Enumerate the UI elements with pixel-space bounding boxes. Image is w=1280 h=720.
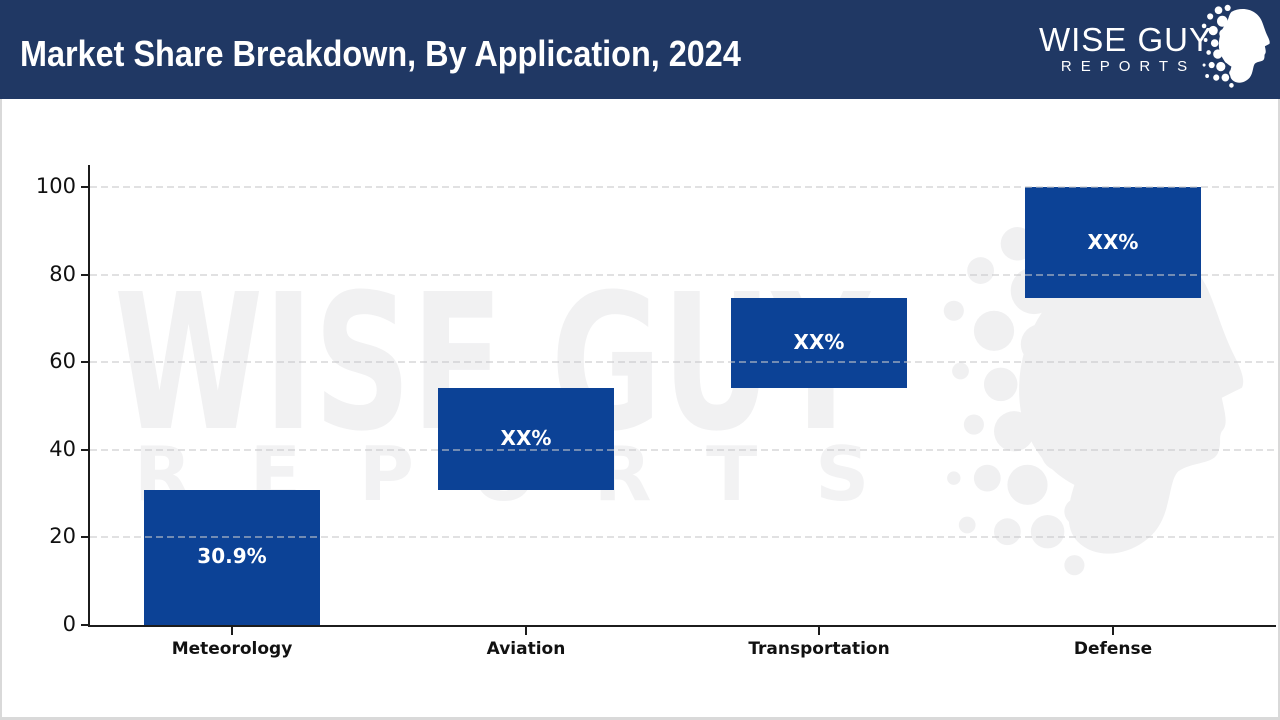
chart-canvas: WISE GUY REPORTS 02040608010030.9%Meteor… — [0, 99, 1280, 720]
y-tick-mark — [81, 448, 90, 451]
bar-segment: XX% — [731, 298, 907, 389]
y-tick-label: 0 — [62, 612, 76, 636]
y-tick-mark — [81, 186, 90, 189]
y-tick-label: 80 — [49, 261, 76, 286]
bar-value-label: 30.9% — [197, 544, 267, 569]
x-tick-mark — [818, 627, 820, 635]
y-tick-mark — [81, 273, 90, 276]
x-category-label: Aviation — [486, 639, 566, 659]
plot-area: 0 20 40 60 80 100 30.9% Meteorology XX% Aviation X… — [2, 99, 1278, 717]
y-gridline — [90, 186, 1276, 189]
header-banner: Market Share Breakdown, By Application, … — [0, 0, 1280, 99]
bar-segment: XX% — [438, 388, 614, 490]
brand-name: WISE GUY — [1038, 20, 1212, 58]
y-tick-label: 40 — [49, 436, 76, 461]
y-axis-spine — [88, 165, 90, 627]
x-category-label: Transportation — [748, 639, 890, 659]
bar-segment: XX% — [1025, 187, 1201, 299]
x-tick-mark — [525, 627, 527, 635]
x-tick-mark — [1112, 627, 1114, 635]
y-tick-mark — [81, 536, 90, 539]
x-category-label: Defense — [1073, 639, 1153, 659]
bar-value-label: XX% — [1087, 229, 1139, 254]
y-tick-label: 100 — [35, 174, 76, 199]
y-tick-mark — [81, 624, 90, 626]
y-gridline — [90, 448, 1276, 451]
y-gridline — [90, 361, 1276, 364]
y-tick-mark — [81, 361, 90, 364]
y-gridline — [90, 536, 1276, 539]
y-gridline — [90, 273, 1276, 276]
brand-logo-text: WISE GUY REPORTS — [1038, 20, 1212, 76]
y-tick-label: 20 — [49, 524, 76, 549]
bar-value-label: XX% — [500, 425, 552, 450]
brand-subname: REPORTS — [1060, 58, 1197, 76]
brand-logo: WISE GUY REPORTS — [1039, 4, 1274, 94]
logo-head-icon — [1201, 4, 1270, 88]
bar-value-label: XX% — [793, 330, 845, 355]
x-category-label: Meteorology — [171, 639, 293, 659]
x-tick-mark — [231, 627, 233, 635]
page-title: Market Share Breakdown, By Application, … — [20, 33, 741, 74]
bar-segment: 30.9% — [144, 489, 320, 625]
y-tick-label: 60 — [49, 349, 76, 374]
x-axis-spine — [88, 625, 1276, 627]
